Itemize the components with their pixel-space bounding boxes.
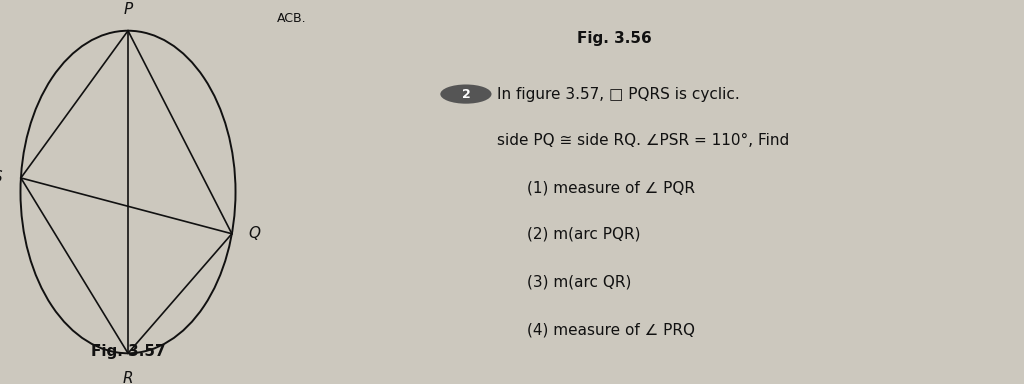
Text: In figure 3.57, □ PQRS is cyclic.: In figure 3.57, □ PQRS is cyclic. <box>497 86 739 102</box>
Text: P: P <box>123 2 133 17</box>
Text: Fig. 3.57: Fig. 3.57 <box>91 344 165 359</box>
Text: S: S <box>0 170 2 185</box>
Text: side PQ ≅ side RQ. ∠PSR = 110°, Find: side PQ ≅ side RQ. ∠PSR = 110°, Find <box>497 132 788 148</box>
Text: Fig. 3.56: Fig. 3.56 <box>578 31 651 46</box>
Text: Q: Q <box>248 226 260 241</box>
Text: (1) measure of ∠ PQR: (1) measure of ∠ PQR <box>527 180 695 196</box>
Text: (2) m(arc PQR): (2) m(arc PQR) <box>527 227 641 242</box>
Text: (4) measure of ∠ PRQ: (4) measure of ∠ PRQ <box>527 323 695 338</box>
Text: R: R <box>123 371 133 384</box>
Text: (3) m(arc QR): (3) m(arc QR) <box>527 275 632 290</box>
Text: 2: 2 <box>462 88 470 101</box>
Circle shape <box>440 84 492 104</box>
Text: ACB.: ACB. <box>276 12 306 25</box>
